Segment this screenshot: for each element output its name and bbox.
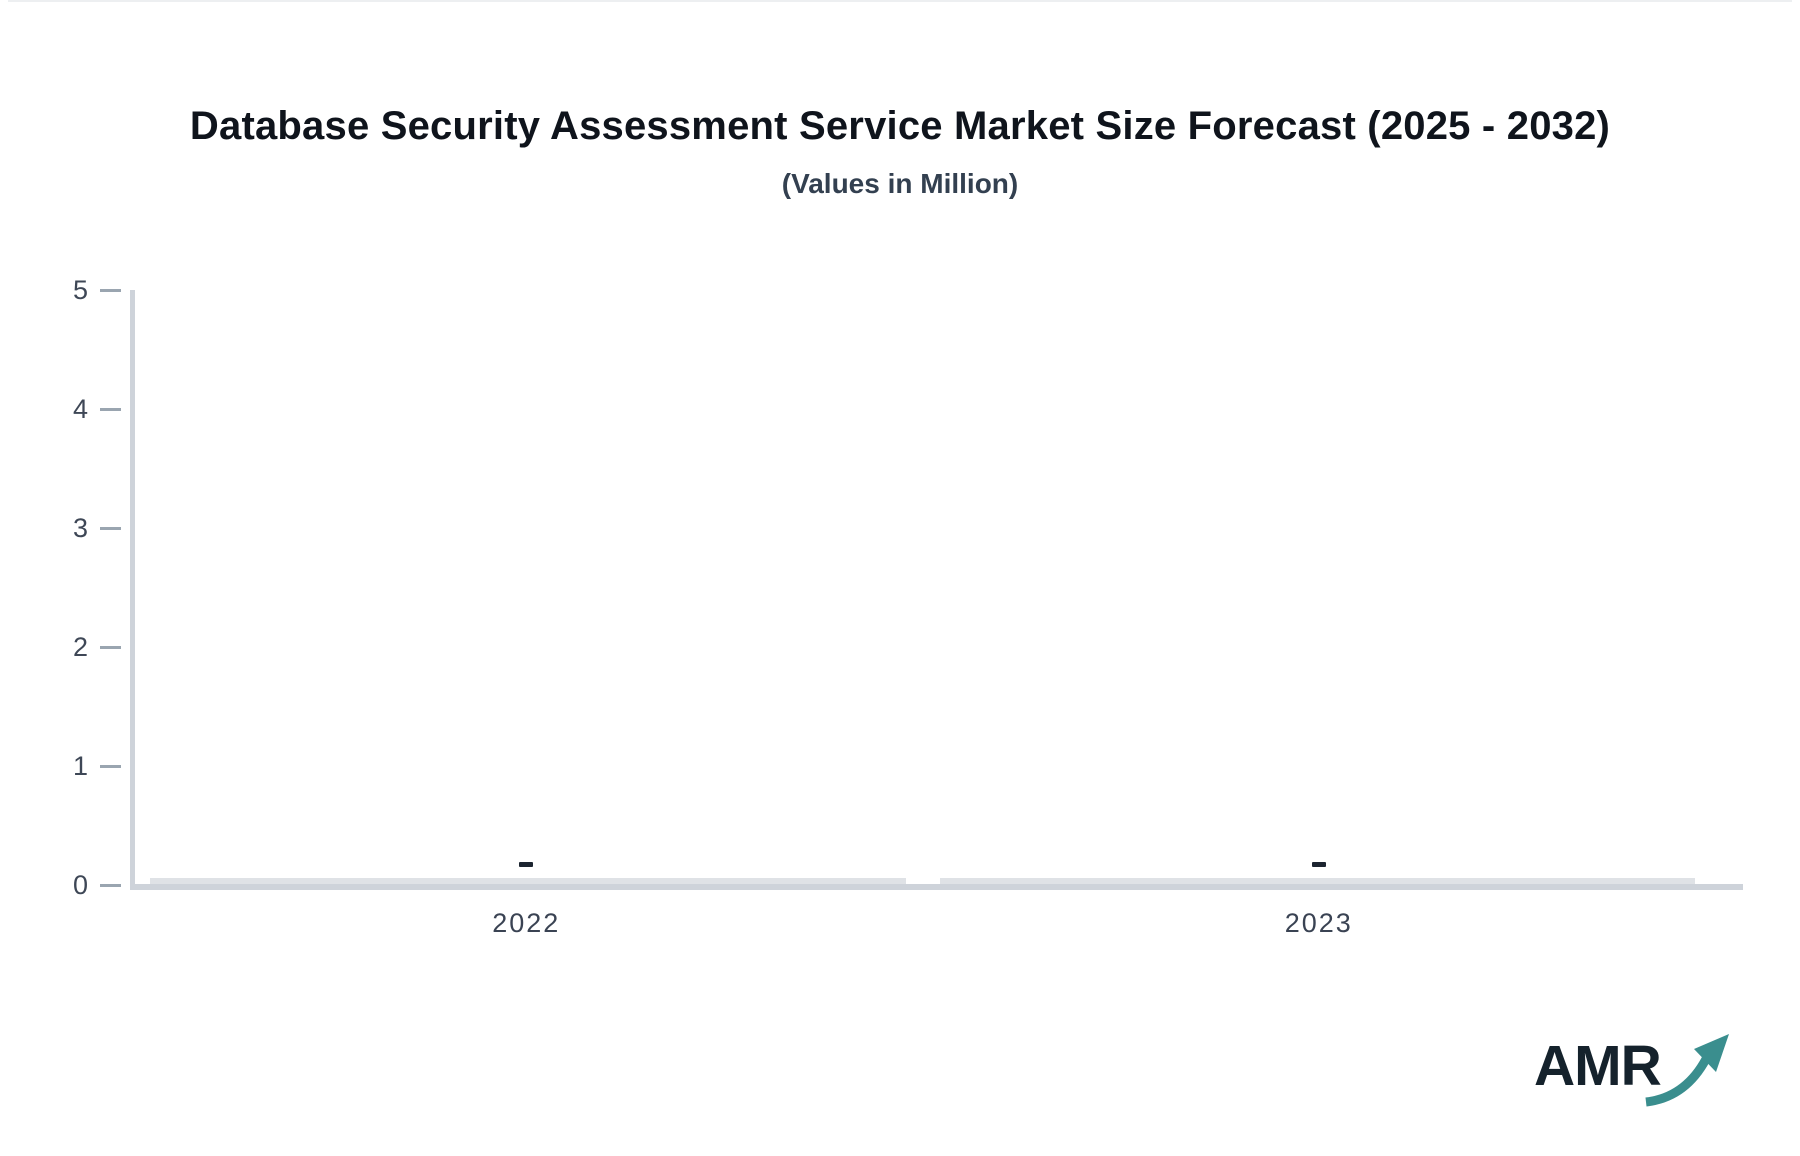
y-tick-mark (100, 646, 121, 649)
x-axis-label: 2022 (492, 908, 561, 938)
trend-up-arrow-icon (1645, 1034, 1729, 1107)
y-tick-label: 2 (72, 632, 88, 662)
amr-logo-text: AMR (1534, 1034, 1662, 1098)
x-axis-band-line (939, 878, 1695, 884)
top-border (8, 0, 1792, 2)
null-value-marker (519, 862, 534, 867)
chart-title: Database Security Assessment Service Mar… (189, 104, 1611, 148)
x-axis-label: 2023 (1284, 908, 1353, 938)
x-axis-band-line (150, 878, 906, 884)
y-tick-label: 4 (72, 394, 88, 424)
y-tick-label: 0 (72, 870, 88, 900)
y-tick-mark (100, 527, 121, 530)
chart-subtitle: (Values in Million) (781, 168, 1019, 199)
null-value-marker (1311, 862, 1326, 867)
y-tick-mark (100, 884, 121, 887)
y-tick-label: 5 (72, 275, 88, 305)
y-axis-line (130, 290, 135, 890)
amr-logo: AMR (1528, 1028, 1729, 1112)
y-tick-mark (100, 289, 121, 292)
x-axis-line (130, 884, 1743, 890)
y-tick-label: 3 (72, 513, 88, 543)
y-tick-label: 1 (72, 751, 88, 781)
y-tick-mark (100, 765, 121, 768)
y-tick-mark (100, 408, 121, 411)
